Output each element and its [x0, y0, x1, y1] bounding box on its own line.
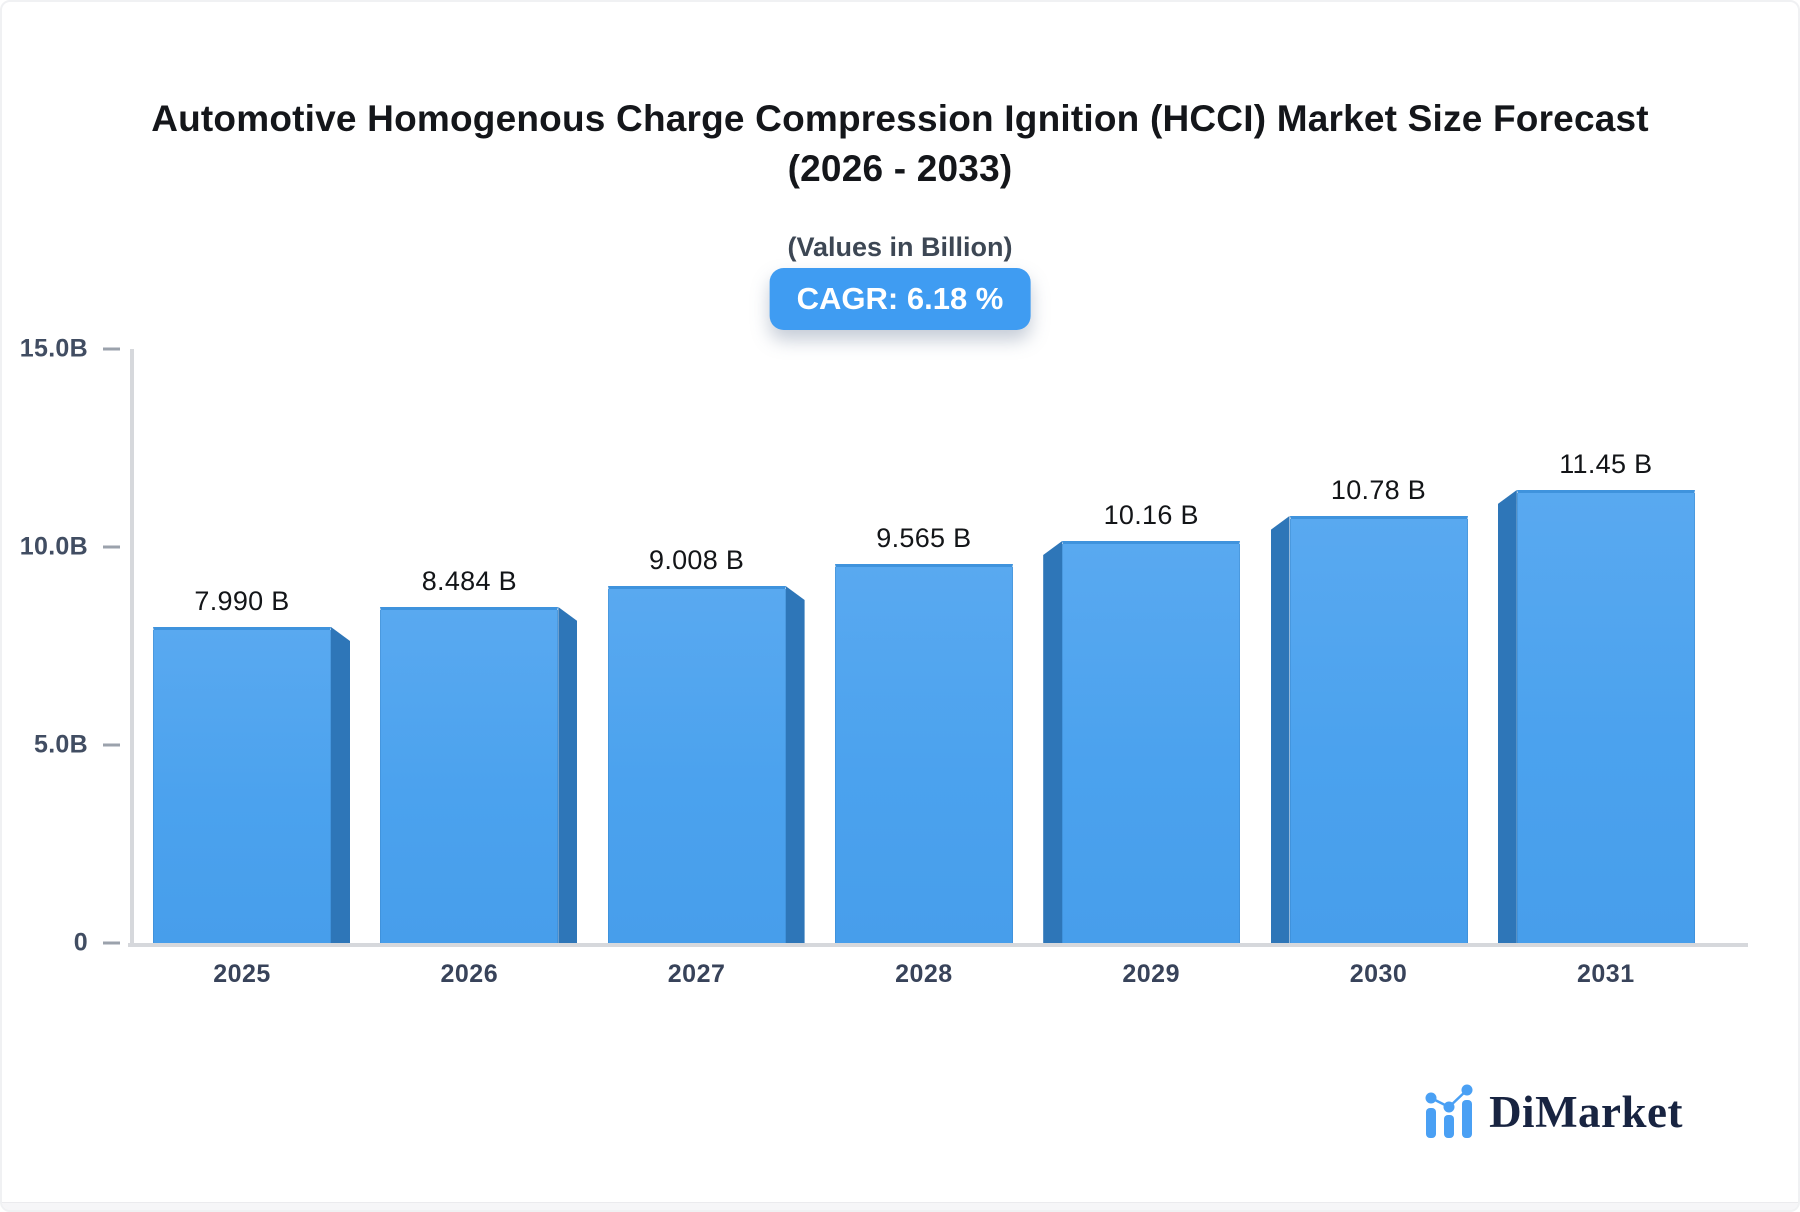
bar-3d-side-2026: [558, 607, 578, 943]
y-axis-label: 15.0B: [19, 334, 88, 363]
bottom-strip: [2, 1202, 1798, 1210]
brand-logo: DiMarket: [1424, 1084, 1683, 1140]
cagr-badge: CAGR: 6.18 %: [769, 268, 1031, 330]
bar-value-label: 9.008 B: [649, 545, 745, 575]
y-axis-label: 5.0B: [33, 730, 88, 759]
bar-value-label: 10.78 B: [1330, 475, 1427, 505]
bar-3d-side-2027: [785, 586, 805, 943]
chart-title: Automotive Homogenous Charge Compression…: [151, 98, 1649, 189]
bar-3d-side-2029: [1043, 541, 1063, 943]
x-axis-label: 2027: [667, 960, 726, 988]
bar-2027[interactable]: [607, 586, 786, 943]
y-axis-tick: [103, 347, 120, 351]
x-axis-label: 2028: [895, 960, 953, 988]
x-axis-label: 2026: [440, 960, 499, 988]
bar-3d-side-2031: [1497, 490, 1517, 943]
y-axis-label: 0: [73, 928, 88, 957]
x-axis-label: 2029: [1122, 960, 1180, 988]
bar-2029[interactable]: [1062, 541, 1241, 943]
bar-2028[interactable]: [834, 564, 1013, 943]
brand-name: DiMarket: [1489, 1087, 1683, 1137]
bar-value-label: 10.16 B: [1103, 500, 1199, 530]
bar-2031[interactable]: [1516, 490, 1695, 943]
y-axis-tick: [103, 743, 120, 747]
y-axis-label: 10.0B: [19, 532, 88, 561]
x-axis-label: 2025: [213, 960, 271, 988]
bar-3d-side-2030: [1270, 516, 1290, 943]
bar-2026[interactable]: [380, 607, 559, 943]
bar-2030[interactable]: [1289, 516, 1468, 943]
bar-3d-side-2025: [331, 627, 350, 943]
y-axis-tick: [103, 941, 120, 945]
bar-2025[interactable]: [153, 627, 331, 943]
x-axis-label: 2031: [1576, 960, 1635, 988]
bar-chart-logo-icon: [1425, 1084, 1473, 1138]
bar-value-label: 9.565 B: [876, 523, 972, 553]
y-axis-line: [130, 349, 134, 946]
y-axis-tick: [103, 545, 120, 549]
bar-value-label: 7.990 B: [194, 586, 290, 616]
chart-subtitle: (Values in Billion): [787, 232, 1013, 262]
x-axis-line: [128, 943, 1748, 947]
bar-value-label: 8.484 B: [421, 566, 517, 596]
x-axis-label: 2030: [1349, 960, 1408, 988]
bar-value-label: 11.45 B: [1559, 449, 1653, 479]
